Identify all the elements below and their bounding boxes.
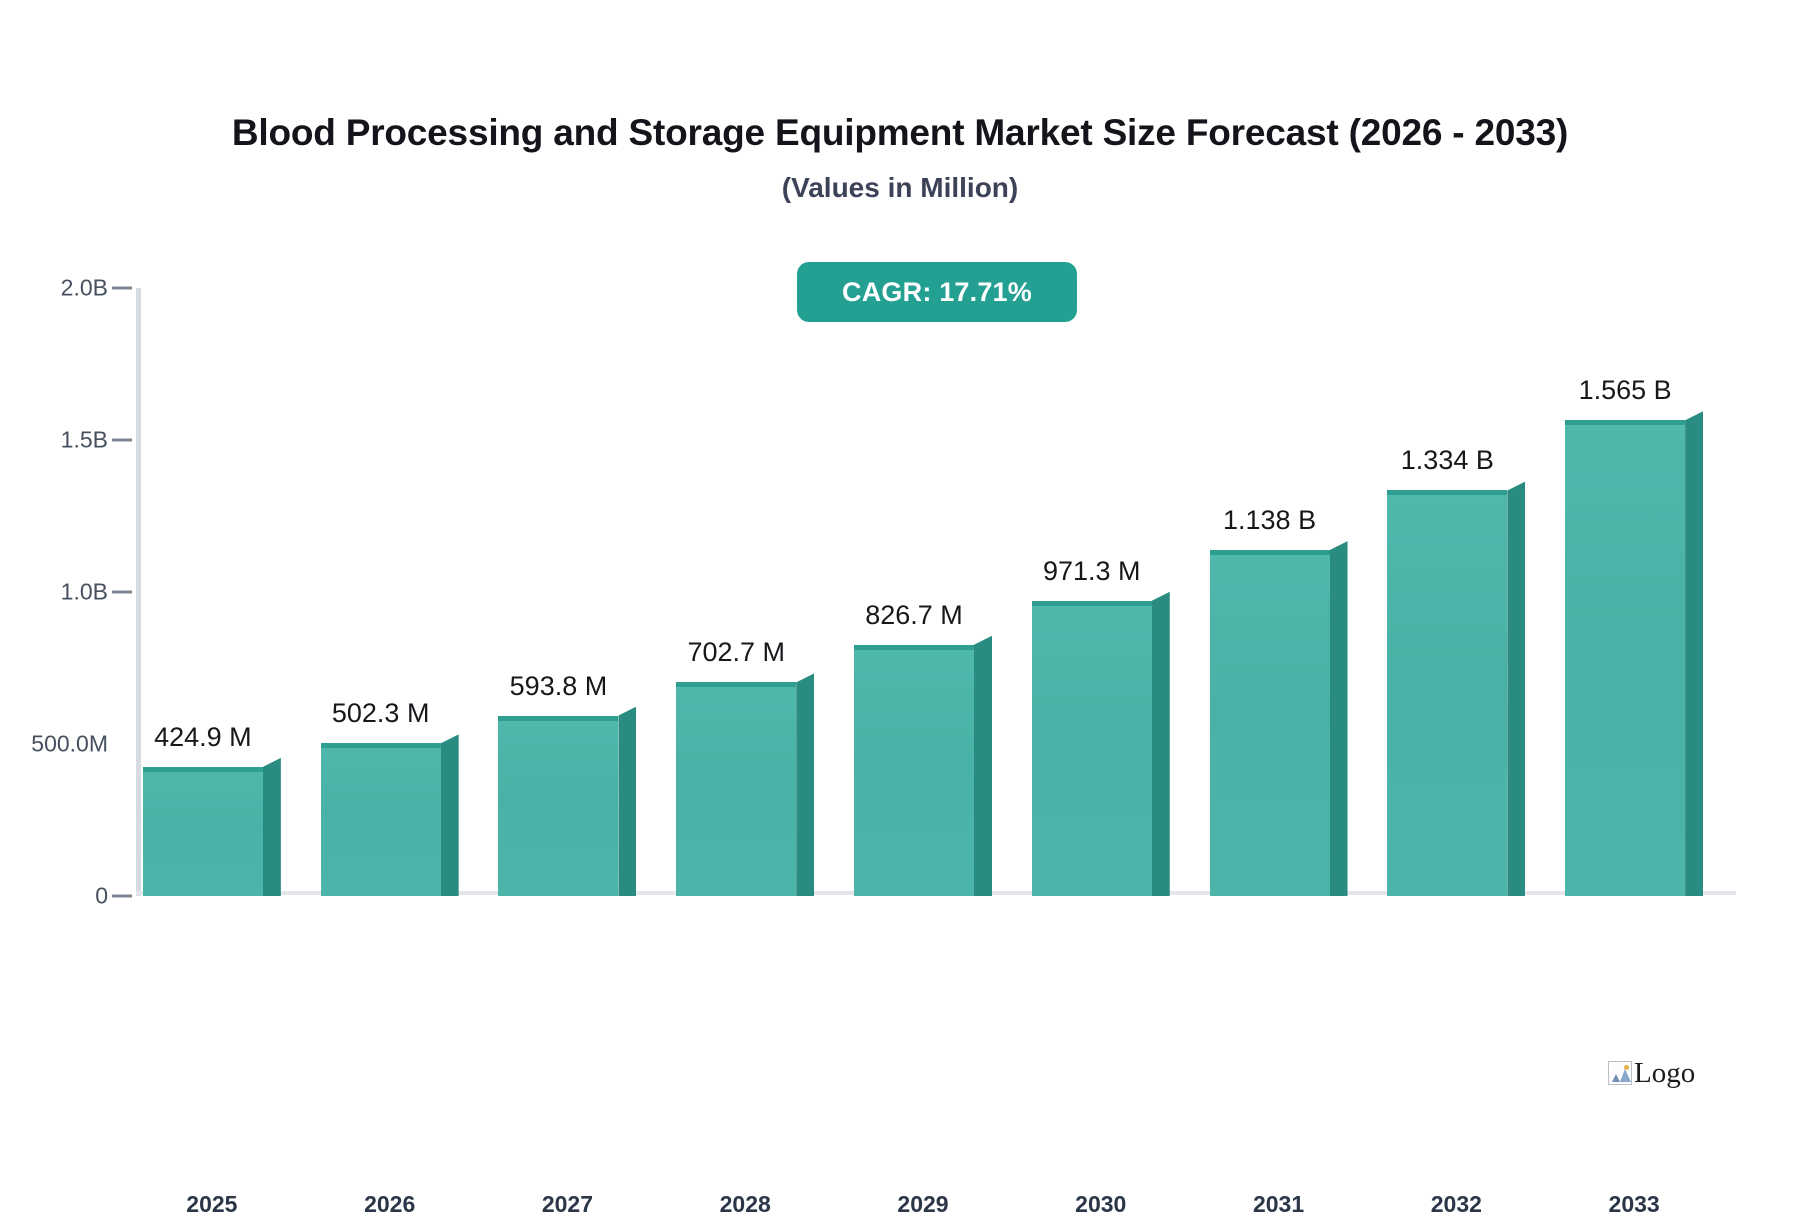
bar: 826.7 M: [854, 600, 992, 896]
bar: 593.8 M: [498, 671, 637, 896]
bar-top-face: [1565, 420, 1686, 426]
image-sun-dot-icon: [1624, 1065, 1629, 1070]
x-axis-label: 2030: [1075, 1191, 1127, 1217]
bar-side-face: [1685, 411, 1704, 896]
y-axis-tick-label: 1.5B: [60, 426, 108, 453]
bar-top-face: [320, 743, 441, 749]
logo: Logo: [1608, 1055, 1695, 1091]
bar-value-label: 702.7 M: [687, 637, 785, 668]
bar-top-face: [1387, 490, 1508, 496]
y-axis-tick-dash: [112, 438, 132, 442]
bar-side-face: [974, 635, 992, 896]
bar-side-face: [618, 706, 637, 896]
cagr-badge: CAGR: 17.71%: [797, 262, 1077, 322]
x-axis-label: 2028: [719, 1191, 771, 1217]
x-axis-label: 2032: [1430, 1191, 1482, 1217]
y-axis-tick-label: 500.0M: [31, 730, 108, 757]
bar-side-face: [1329, 541, 1348, 896]
bar-side-face: [1151, 591, 1170, 896]
chart-container: Blood Processing and Storage Equipment M…: [0, 0, 1800, 1156]
bar-top-face: [1031, 600, 1152, 606]
bar-side-face: [262, 757, 281, 896]
x-axis-label: 2025: [186, 1191, 238, 1217]
bar: 971.3 M: [1031, 556, 1170, 896]
bar-value-label: 826.7 M: [865, 599, 963, 630]
broken-image-icon: [1608, 1061, 1632, 1085]
bar-value-label: 971.3 M: [1042, 555, 1141, 586]
bar-front-face: [1387, 490, 1508, 896]
bar-top-face: [498, 715, 619, 721]
x-axis-label: 2033: [1608, 1191, 1660, 1217]
bar-front-face: [854, 644, 974, 896]
bar-side-face: [440, 734, 459, 896]
logo-label: Logo: [1634, 1056, 1696, 1089]
x-axis-label: 2027: [541, 1191, 594, 1217]
bar-front-face: [1031, 600, 1152, 896]
bar-value-label: 1.334 B: [1400, 445, 1494, 476]
x-axis-label: 2031: [1252, 1191, 1305, 1217]
bar-front-face: [142, 766, 263, 896]
bar-value-label: 1.565 B: [1578, 375, 1672, 406]
bar-front-face: [320, 743, 441, 896]
bar-top-face: [854, 644, 974, 650]
bar-top-face: [142, 766, 263, 772]
plot-area: 2.0B 1.5B 1.0B 500.0M 0 424.9 M 2025 502.3 M 202…: [31, 275, 1736, 1217]
bar-side-face: [1507, 481, 1526, 896]
bar-front-face: [676, 682, 797, 896]
bar: 1.334 B: [1387, 445, 1526, 896]
bar: 1.138 B: [1209, 505, 1348, 896]
bar-front-face: [1565, 420, 1686, 896]
chart-title: Blood Processing and Storage Equipment M…: [231, 112, 1569, 153]
bar: 502.3 M: [320, 698, 459, 896]
bar-front-face: [498, 715, 619, 896]
bar-front-face: [1209, 550, 1330, 896]
bar-value-label: 593.8 M: [509, 670, 608, 701]
y-axis-tick-label: 2.0B: [60, 274, 108, 301]
bar-value-label: 502.3 M: [331, 698, 430, 729]
bar-top-face: [676, 682, 797, 688]
y-axis-tick-dash: [112, 590, 132, 594]
bar-top-face: [1209, 550, 1330, 556]
y-axis-line: [136, 288, 141, 896]
bar-side-face: [796, 673, 815, 896]
x-axis-label: 2029: [897, 1191, 949, 1217]
x-axis-label: 2026: [364, 1191, 416, 1217]
bar-value-label: 1.138 B: [1223, 505, 1317, 536]
y-axis-tick-label: 1.0B: [60, 578, 108, 605]
chart-subtitle: (Values in Million): [781, 172, 1019, 203]
y-axis-tick-dash: [112, 286, 132, 290]
bar: 1.565 B: [1565, 375, 1704, 896]
bar-value-label: 424.9 M: [154, 721, 252, 752]
bar: 702.7 M: [676, 637, 815, 896]
y-axis-tick-label: 0: [95, 882, 108, 909]
bar: 424.9 M: [142, 722, 281, 896]
y-axis-tick-dash: [112, 894, 132, 898]
